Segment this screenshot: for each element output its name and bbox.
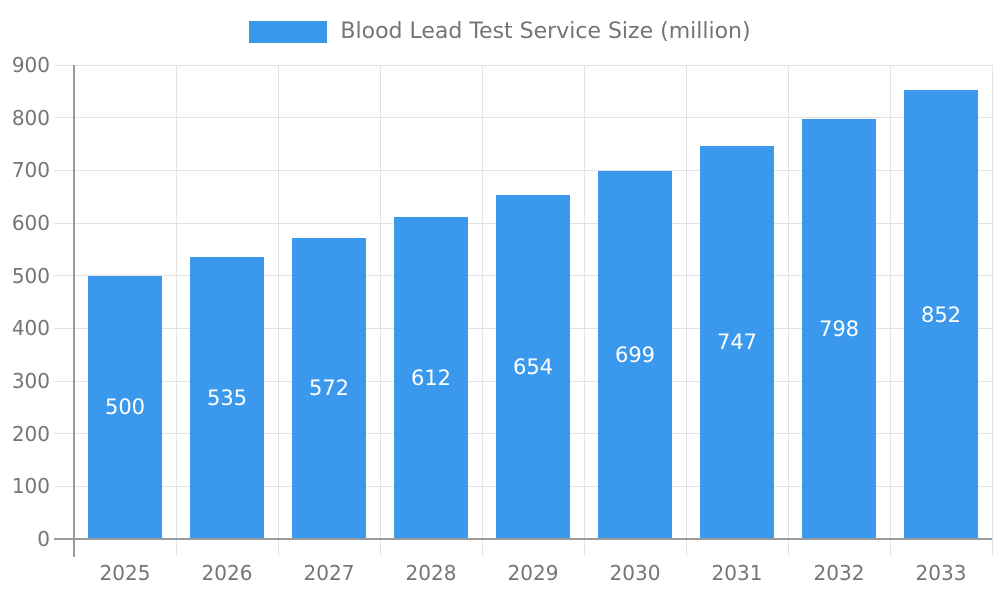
y-axis-tick-label: 900: [11, 53, 50, 77]
vertical-gridline: [379, 65, 381, 556]
chart-legend: Blood Lead Test Service Size (million): [0, 19, 1000, 45]
y-axis-tick-label: 0: [37, 527, 50, 551]
bar-value-label: 798: [818, 316, 860, 341]
y-axis-tick-label: 400: [11, 316, 50, 341]
x-axis-tick-label: 2029: [507, 561, 559, 585]
vertical-gridline: [685, 65, 687, 556]
plot-area: 0 100 200 300 400 500 600 700 800 900 500 535 572 612…: [12, 53, 993, 585]
bar[interactable]: 500: [88, 275, 162, 539]
bar[interactable]: 798: [802, 118, 876, 539]
bar[interactable]: 699: [598, 170, 672, 539]
y-axis-line: [73, 65, 75, 557]
bar-value-label: 747: [716, 330, 758, 355]
y-axis-tick-label: 500: [11, 263, 50, 288]
bar-value-label: 572: [308, 376, 350, 401]
y-axis-tick-label: 800: [11, 105, 50, 130]
y-axis-tick-label: 100: [11, 474, 50, 499]
bar[interactable]: 612: [394, 216, 468, 539]
vertical-gridline: [175, 65, 177, 556]
bar[interactable]: 535: [190, 257, 264, 539]
bar-value-label: 500: [104, 395, 146, 420]
bar-value-label: 699: [614, 342, 656, 367]
x-axis-tick-label: 2033: [915, 561, 967, 585]
vertical-gridline: [277, 65, 279, 556]
x-axis-tick-label: 2032: [813, 561, 865, 585]
legend-swatch: [249, 21, 328, 43]
bar[interactable]: 747: [700, 145, 774, 539]
horizontal-gridline: [54, 64, 992, 66]
x-axis-line: [54, 538, 992, 540]
vertical-gridline: [481, 65, 483, 556]
bar-value-label: 654: [512, 354, 554, 379]
vertical-gridline: [583, 65, 585, 556]
bar-value-label: 612: [410, 365, 452, 390]
bar[interactable]: 654: [496, 194, 570, 539]
x-axis-tick-label: 2026: [201, 561, 253, 585]
bar-value-label: 852: [920, 302, 962, 327]
bar-value-label: 535: [206, 386, 248, 411]
x-axis-tick-label: 2025: [99, 561, 151, 585]
horizontal-gridline: [54, 117, 992, 119]
bar[interactable]: 852: [904, 90, 978, 539]
y-axis-tick-label: 600: [11, 211, 50, 235]
x-axis-tick-label: 2030: [609, 561, 661, 585]
x-axis-tick-label: 2031: [711, 561, 763, 585]
x-axis-tick-label: 2027: [303, 561, 355, 585]
vertical-gridline: [991, 65, 993, 556]
vertical-gridline: [787, 65, 789, 556]
legend-item[interactable]: Blood Lead Test Service Size (million): [249, 19, 751, 45]
vertical-gridline: [889, 65, 891, 556]
y-axis-tick-label: 200: [11, 421, 50, 446]
legend-label: Blood Lead Test Service Size (million): [340, 19, 751, 44]
x-axis-tick-label: 2028: [405, 561, 457, 585]
y-axis-tick-label: 700: [11, 158, 50, 183]
y-axis-tick-label: 300: [11, 369, 50, 393]
horizontal-gridline: [54, 169, 992, 171]
bar[interactable]: 572: [292, 237, 366, 539]
